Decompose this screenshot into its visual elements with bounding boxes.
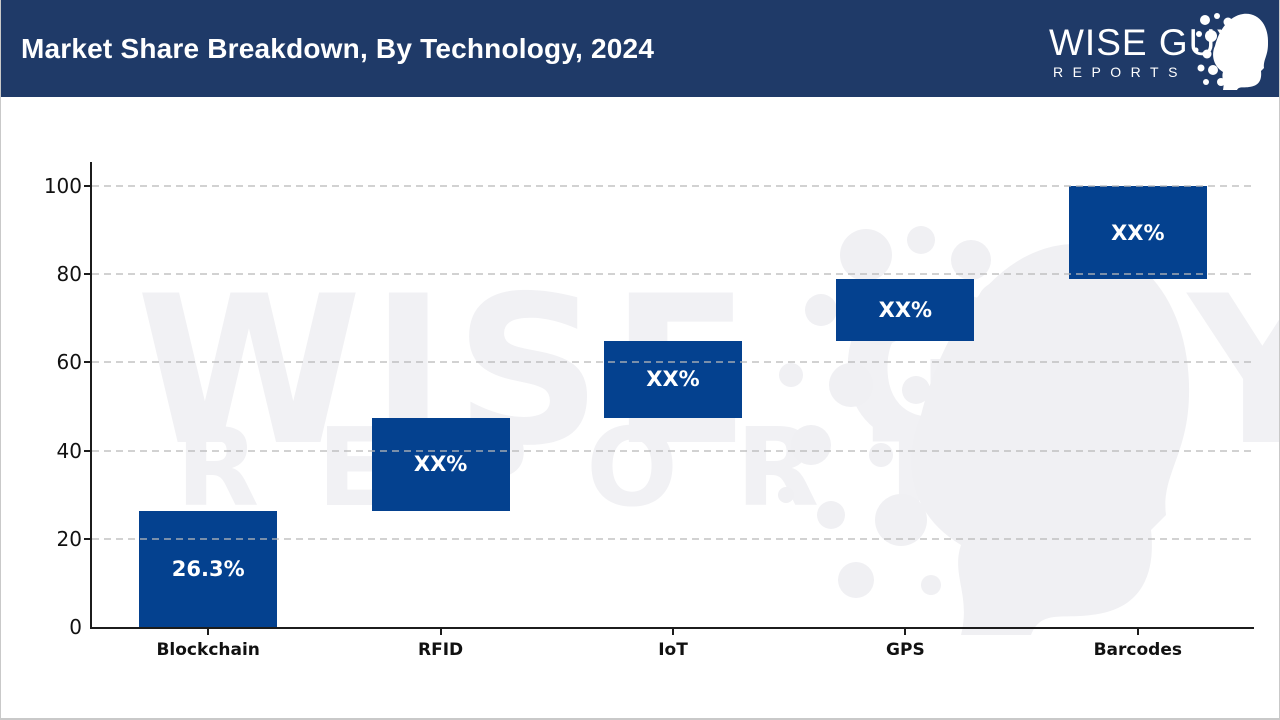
y-tick-mark-60: [84, 361, 91, 364]
x-axis-line: [90, 627, 1254, 629]
bar-value-label: XX%: [413, 452, 468, 477]
logo-reports-text: REPORTS: [1053, 64, 1187, 80]
gridline-100: [92, 185, 1254, 187]
page-title: Market Share Breakdown, By Technology, 2…: [21, 32, 655, 64]
bar-value-label: XX%: [1111, 220, 1165, 245]
x-tick-mark-iot: [672, 629, 674, 635]
x-axis-label-rfid: RFID: [418, 640, 464, 660]
bar-gps: XX%: [836, 279, 975, 342]
header-bar: Market Share Breakdown, By Technology, 2…: [1, 0, 1279, 97]
y-tick-label-20: 20: [56, 526, 82, 551]
x-tick-mark-rfid: [439, 629, 442, 635]
bar-blockchain: 26.3%: [139, 511, 278, 627]
y-tick-label-100: 100: [43, 174, 82, 198]
y-tick-mark-80: [84, 273, 91, 276]
gridline-20: [92, 537, 1254, 540]
y-tick-label-0: 0: [69, 615, 82, 639]
bar-rfid: XX%: [371, 417, 510, 511]
wiseguy-logo: WISE GUY REPORTS: [1019, 8, 1269, 90]
y-tick-mark-100: [84, 185, 91, 187]
bar-barcodes: XX%: [1068, 186, 1207, 280]
gridline-60: [92, 361, 1254, 364]
bar-value-label: XX%: [646, 367, 700, 392]
bar-value-label: 26.3%: [171, 557, 245, 581]
x-tick-mark-gps: [904, 629, 907, 635]
y-tick-label-40: 40: [56, 438, 82, 463]
gridline-80: [92, 273, 1254, 276]
x-tick-mark-blockchain: [207, 629, 210, 635]
watermark-head-dots-graphic: [778, 226, 1190, 635]
y-axis-line: [90, 162, 92, 629]
y-tick-mark-40: [84, 449, 91, 452]
x-tick-mark-barcodes: [1136, 629, 1139, 635]
bar-value-label: XX%: [878, 298, 933, 323]
y-tick-mark-20: [84, 537, 91, 540]
bar-iot: XX%: [604, 341, 742, 418]
y-tick-label-80: 80: [56, 262, 82, 287]
x-axis-label-barcodes: Barcodes: [1093, 640, 1182, 660]
x-axis-label-blockchain: Blockchain: [156, 640, 260, 660]
logo-head-icon: [1193, 13, 1269, 90]
gridline-40: [92, 449, 1254, 452]
x-axis-label-gps: GPS: [886, 640, 925, 660]
x-axis-label-iot: IoT: [658, 640, 688, 660]
y-tick-label-60: 60: [56, 350, 82, 375]
